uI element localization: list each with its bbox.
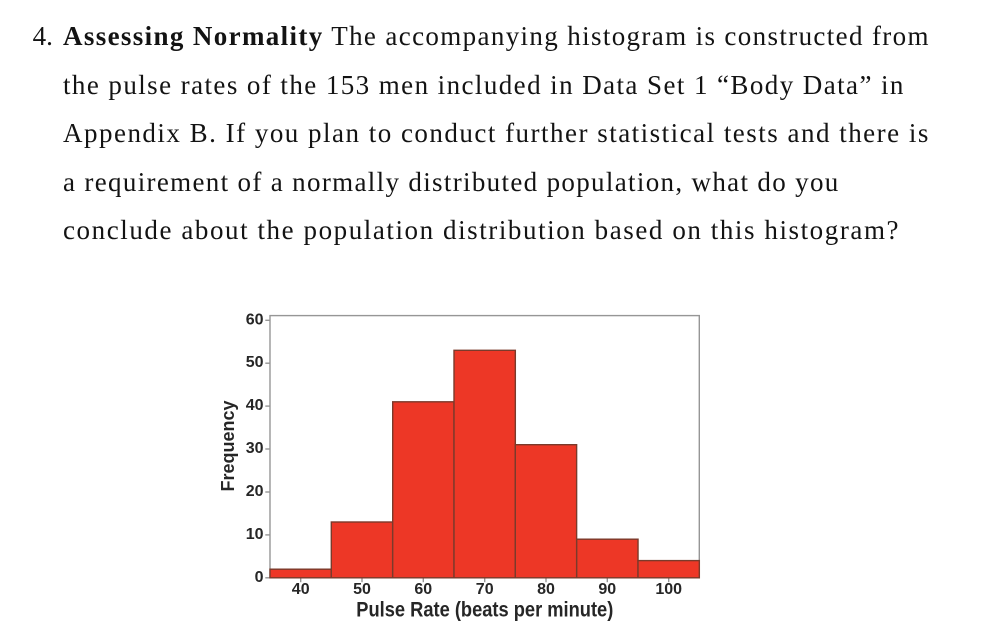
svg-text:70: 70 bbox=[476, 581, 494, 598]
svg-text:60: 60 bbox=[414, 581, 432, 598]
svg-text:80: 80 bbox=[537, 581, 555, 598]
svg-text:Frequency: Frequency bbox=[218, 400, 238, 491]
svg-text:10: 10 bbox=[246, 526, 264, 543]
svg-text:20: 20 bbox=[246, 483, 264, 500]
svg-text:40: 40 bbox=[246, 397, 264, 414]
svg-text:40: 40 bbox=[292, 581, 310, 598]
svg-text:100: 100 bbox=[655, 581, 682, 598]
svg-text:0: 0 bbox=[255, 569, 264, 586]
svg-text:60: 60 bbox=[246, 311, 264, 328]
svg-text:50: 50 bbox=[353, 581, 371, 598]
svg-text:Pulse Rate (beats per minute): Pulse Rate (beats per minute) bbox=[356, 598, 613, 622]
svg-text:30: 30 bbox=[246, 440, 264, 457]
svg-text:90: 90 bbox=[598, 581, 616, 598]
svg-text:50: 50 bbox=[246, 354, 264, 371]
